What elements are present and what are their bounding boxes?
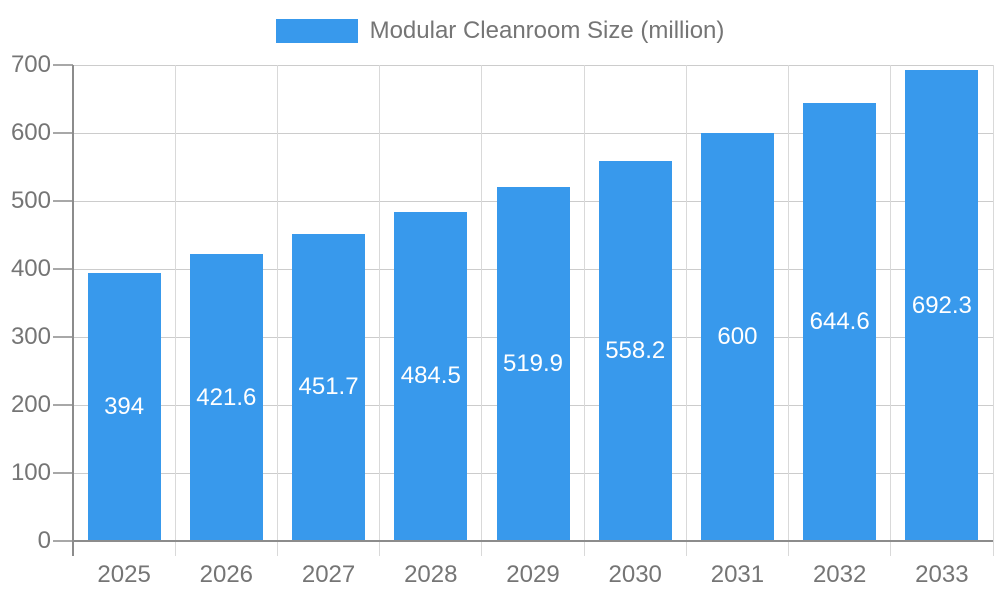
y-tick-label: 500 <box>10 187 51 214</box>
gridline-v <box>276 65 278 556</box>
y-tick-label: 200 <box>10 391 51 418</box>
gridline-v <box>685 65 687 556</box>
gridline-v <box>174 65 176 556</box>
y-tick-label: 700 <box>10 51 51 78</box>
bar: 692.3 <box>905 70 979 541</box>
bar: 644.6 <box>803 102 877 541</box>
x-tick-label: 2028 <box>404 561 458 588</box>
legend: Modular Cleanroom Size (million) <box>0 17 1000 45</box>
bar: 558.2 <box>598 161 672 541</box>
bar: 421.6 <box>189 254 263 541</box>
bar: 394 <box>87 273 161 541</box>
y-axis-tick <box>53 540 73 542</box>
bar-value-label: 558.2 <box>605 337 666 365</box>
x-tick-label: 2026 <box>199 561 254 588</box>
bar: 484.5 <box>394 211 468 541</box>
y-axis-line <box>72 65 74 556</box>
y-axis-tick <box>53 268 73 270</box>
y-axis-tick <box>53 336 73 338</box>
bar: 451.7 <box>292 233 366 541</box>
gridline-v <box>583 65 585 556</box>
gridline-v <box>992 65 994 556</box>
gridline-h <box>73 132 993 134</box>
y-tick-label: 100 <box>10 459 51 486</box>
x-axis-line <box>73 540 993 542</box>
x-tick-label: 2027 <box>301 561 356 588</box>
gridline-v <box>890 65 892 556</box>
bar-value-label: 484.5 <box>400 362 461 390</box>
gridline-h <box>73 64 993 66</box>
x-tick-label: 2032 <box>812 561 867 588</box>
y-axis-tick <box>53 132 73 134</box>
x-tick-label: 2033 <box>915 561 969 588</box>
gridline-v <box>481 65 483 556</box>
gridline-v <box>379 65 381 556</box>
legend-label: Modular Cleanroom Size (million) <box>369 17 725 44</box>
x-tick-label: 2029 <box>506 561 560 588</box>
bar-value-label: 394 <box>104 393 145 421</box>
plot-area: 0 100 200 300 400 500 600 700 394 421.6 451.7 484.5… <box>11 51 994 588</box>
y-tick-label: 600 <box>10 119 51 146</box>
legend-swatch <box>275 19 358 43</box>
y-axis-tick <box>53 404 73 406</box>
x-tick-label: 2025 <box>97 561 151 588</box>
x-tick-label: 2031 <box>710 561 765 588</box>
y-axis-tick <box>53 64 73 66</box>
gridline-v <box>788 65 790 556</box>
bar-value-label: 600 <box>717 323 758 350</box>
bar-value-label: 421.6 <box>196 383 257 411</box>
x-tick-label: 2030 <box>608 561 662 588</box>
bar-value-label: 519.9 <box>502 350 564 378</box>
bar-value-label: 451.7 <box>298 373 359 401</box>
bar: 519.9 <box>496 187 570 541</box>
bar-value-label: 692.3 <box>911 291 972 319</box>
y-axis-tick <box>53 472 73 474</box>
y-tick-label: 400 <box>10 255 51 282</box>
y-tick-label: 300 <box>10 323 51 350</box>
bar-value-label: 644.6 <box>809 307 870 335</box>
bar: 600 <box>700 133 774 541</box>
y-tick-label: 0 <box>37 527 51 554</box>
y-axis-tick <box>53 200 73 202</box>
